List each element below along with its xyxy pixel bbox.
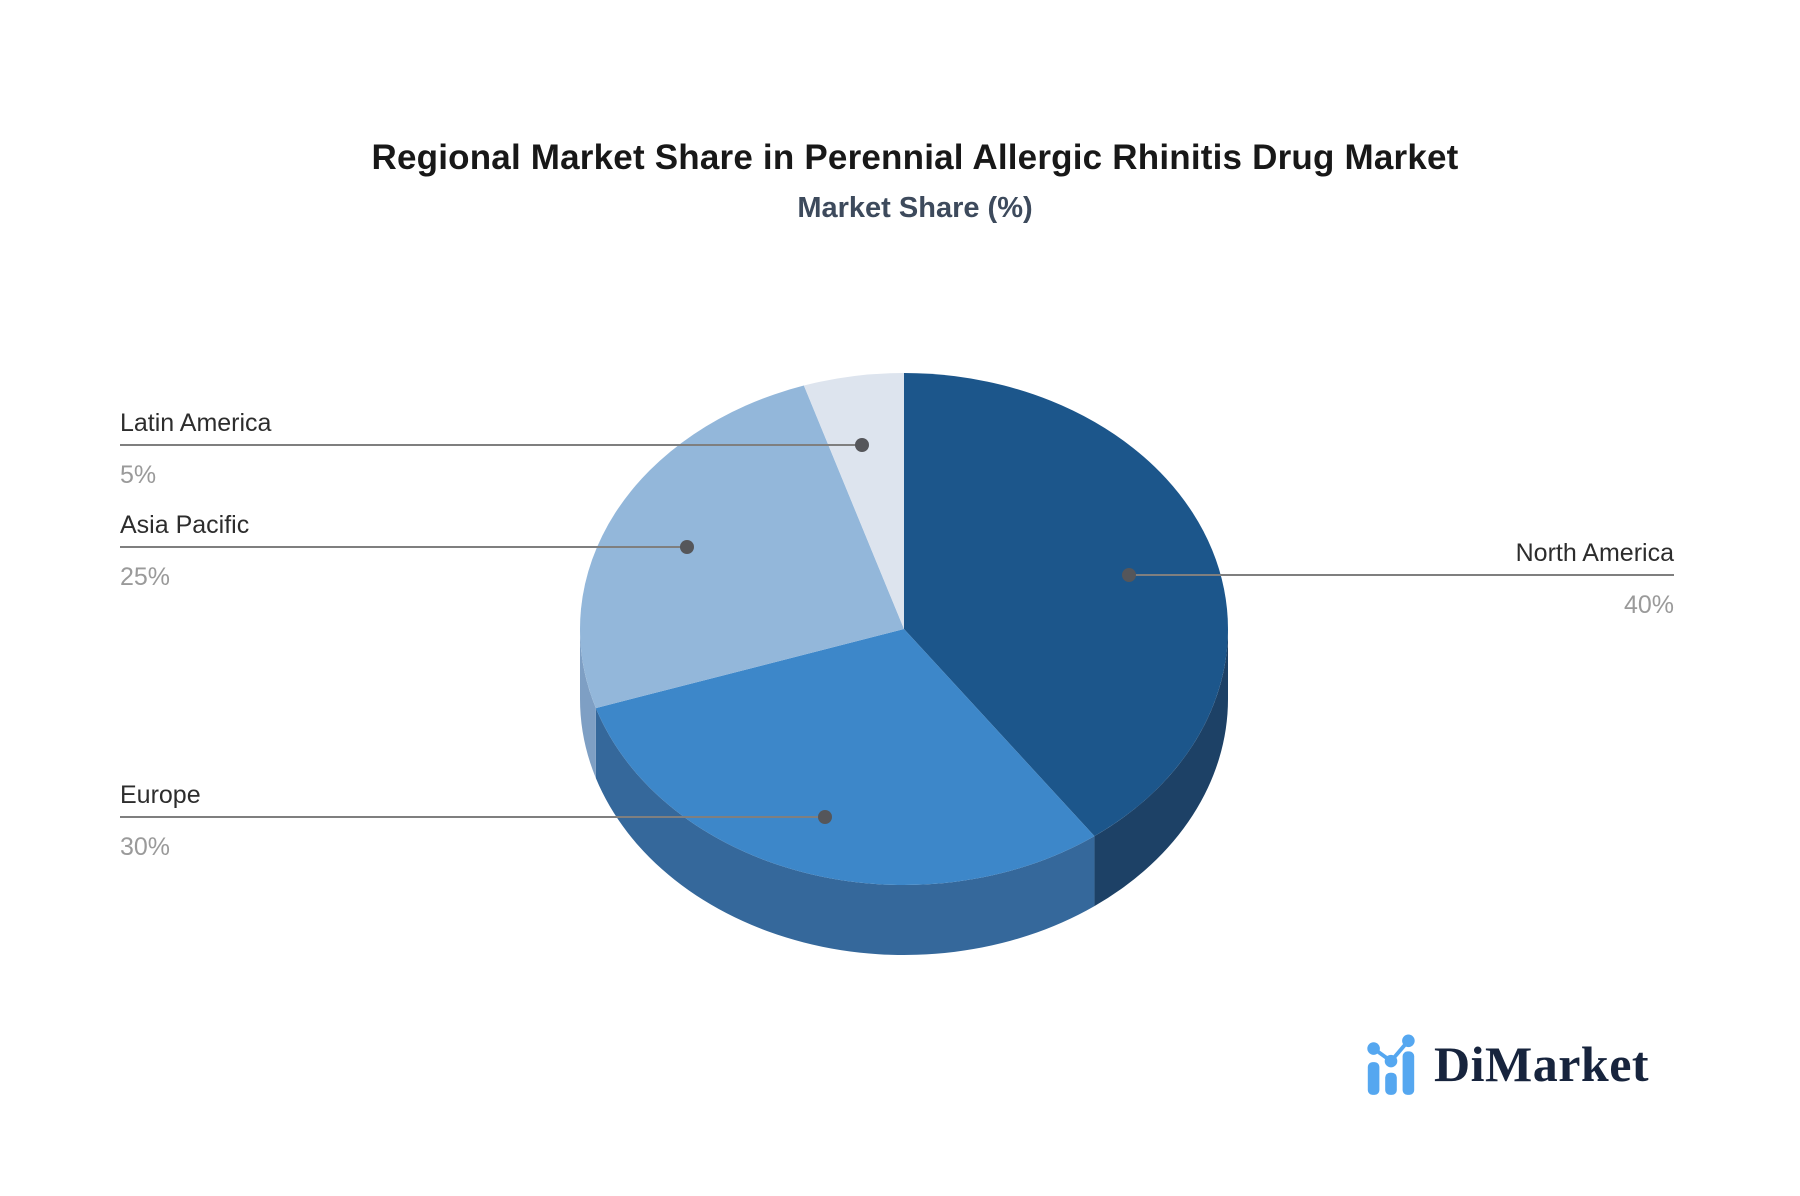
leader-dot-north-america [1122,568,1136,582]
slice-label-name: Asia Pacific [120,511,250,539]
pie-slice-north-america [904,373,1228,837]
slice-label-value: 30% [120,833,171,861]
pie-slice-side-europe [595,708,1095,956]
slice-label-spacer [120,813,680,829]
slice-label-name: Europe [120,781,201,809]
pie-slice-latin-america [803,373,904,629]
chart-title: Regional Market Share in Perennial Aller… [371,138,1459,177]
slice-label-europe: Europe 30% [120,777,680,865]
leader-dot-latin-america [855,438,869,452]
chart-subtitle: Market Share (%) [797,192,1033,224]
pie-slice-asia-pacific [580,385,904,709]
slice-label-value: 5% [120,461,157,489]
slice-label-asia-pacific: Asia Pacific 25% [120,507,680,595]
slice-label-value: 40% [1623,591,1674,619]
slice-label-north-america: North America 40% [1114,535,1674,623]
slice-label-spacer [120,441,680,457]
brand-logo: DiMarket [1362,1028,1649,1100]
pie-slice-side-asia-pacific [580,629,596,779]
slice-label-value: 25% [120,563,171,591]
brand-logo-text: DiMarket [1434,1036,1650,1092]
slice-label-latin-america: Latin America 5% [120,405,680,493]
bar-line-chart-icon [1367,1034,1415,1095]
pie-slice-europe [595,629,1095,886]
slice-label-name: Latin America [120,409,272,437]
pie-slice-side-north-america [1094,629,1228,907]
leader-dot-asia-pacific [680,540,694,554]
slice-label-spacer [1114,571,1674,587]
leader-dot-europe [818,810,832,824]
slice-label-name: North America [1515,539,1674,567]
slice-label-spacer [120,543,680,559]
